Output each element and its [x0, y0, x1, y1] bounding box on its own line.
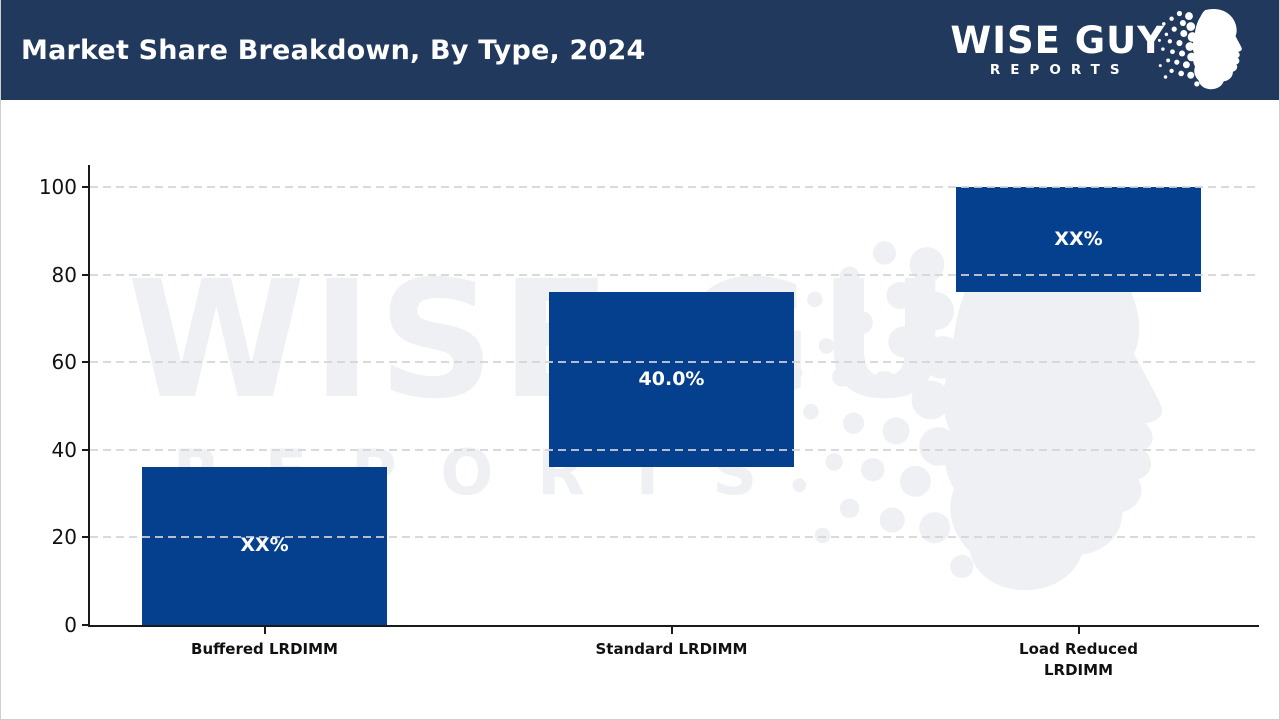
header-bar: Market Share Breakdown, By Type, 2024 WI… [1, 0, 1279, 100]
bar-value-label: 40.0% [638, 367, 705, 390]
y-tick-mark [82, 624, 89, 626]
bar-value-label: XX% [240, 534, 289, 557]
bar-segment [142, 467, 387, 625]
bar-value-label: XX% [1054, 227, 1103, 250]
x-tick-mark [263, 627, 266, 634]
x-axis-line [88, 625, 1259, 627]
chart-area: WISE GUY REPORTS XX% 40.0% XX% 0 20 40 60 80 100… [1, 100, 1279, 719]
y-tick-label: 60 [51, 350, 77, 375]
x-tick-mark [1077, 627, 1080, 634]
y-tick-label: 100 [38, 175, 77, 199]
x-category-label: Standard LRDIMM [595, 640, 748, 658]
x-category-label: Load Reduced LRDIMM [1019, 640, 1138, 679]
brand-face-icon [1149, 6, 1249, 94]
brand-logo: WISE GUY REPORTS [950, 6, 1249, 94]
y-tick-label: 0 [64, 613, 77, 637]
y-tick-mark [82, 186, 89, 188]
gridline [90, 273, 1258, 276]
gridline [90, 536, 1258, 539]
brand-logo-text: WISE GUY REPORTS [950, 22, 1165, 78]
y-tick-mark [82, 273, 89, 276]
x-category-label: Buffered LRDIMM [191, 640, 338, 658]
y-tick-label: 80 [51, 262, 77, 287]
gridline [90, 186, 1258, 188]
y-tick-mark [82, 448, 89, 451]
y-tick-label: 40 [51, 437, 77, 462]
brand-wordmark: WISE GUY [950, 19, 1165, 62]
page-title: Market Share Breakdown, By Type, 2024 [21, 34, 646, 66]
y-tick-label: 20 [51, 525, 77, 550]
y-tick-mark [82, 536, 89, 539]
y-tick-mark [82, 361, 89, 364]
gridline [90, 361, 1258, 364]
y-axis-line [88, 165, 90, 627]
bar-segment [549, 292, 794, 468]
gridline [90, 448, 1258, 451]
brand-subtitle: REPORTS [989, 62, 1130, 78]
x-tick-mark [670, 627, 673, 634]
